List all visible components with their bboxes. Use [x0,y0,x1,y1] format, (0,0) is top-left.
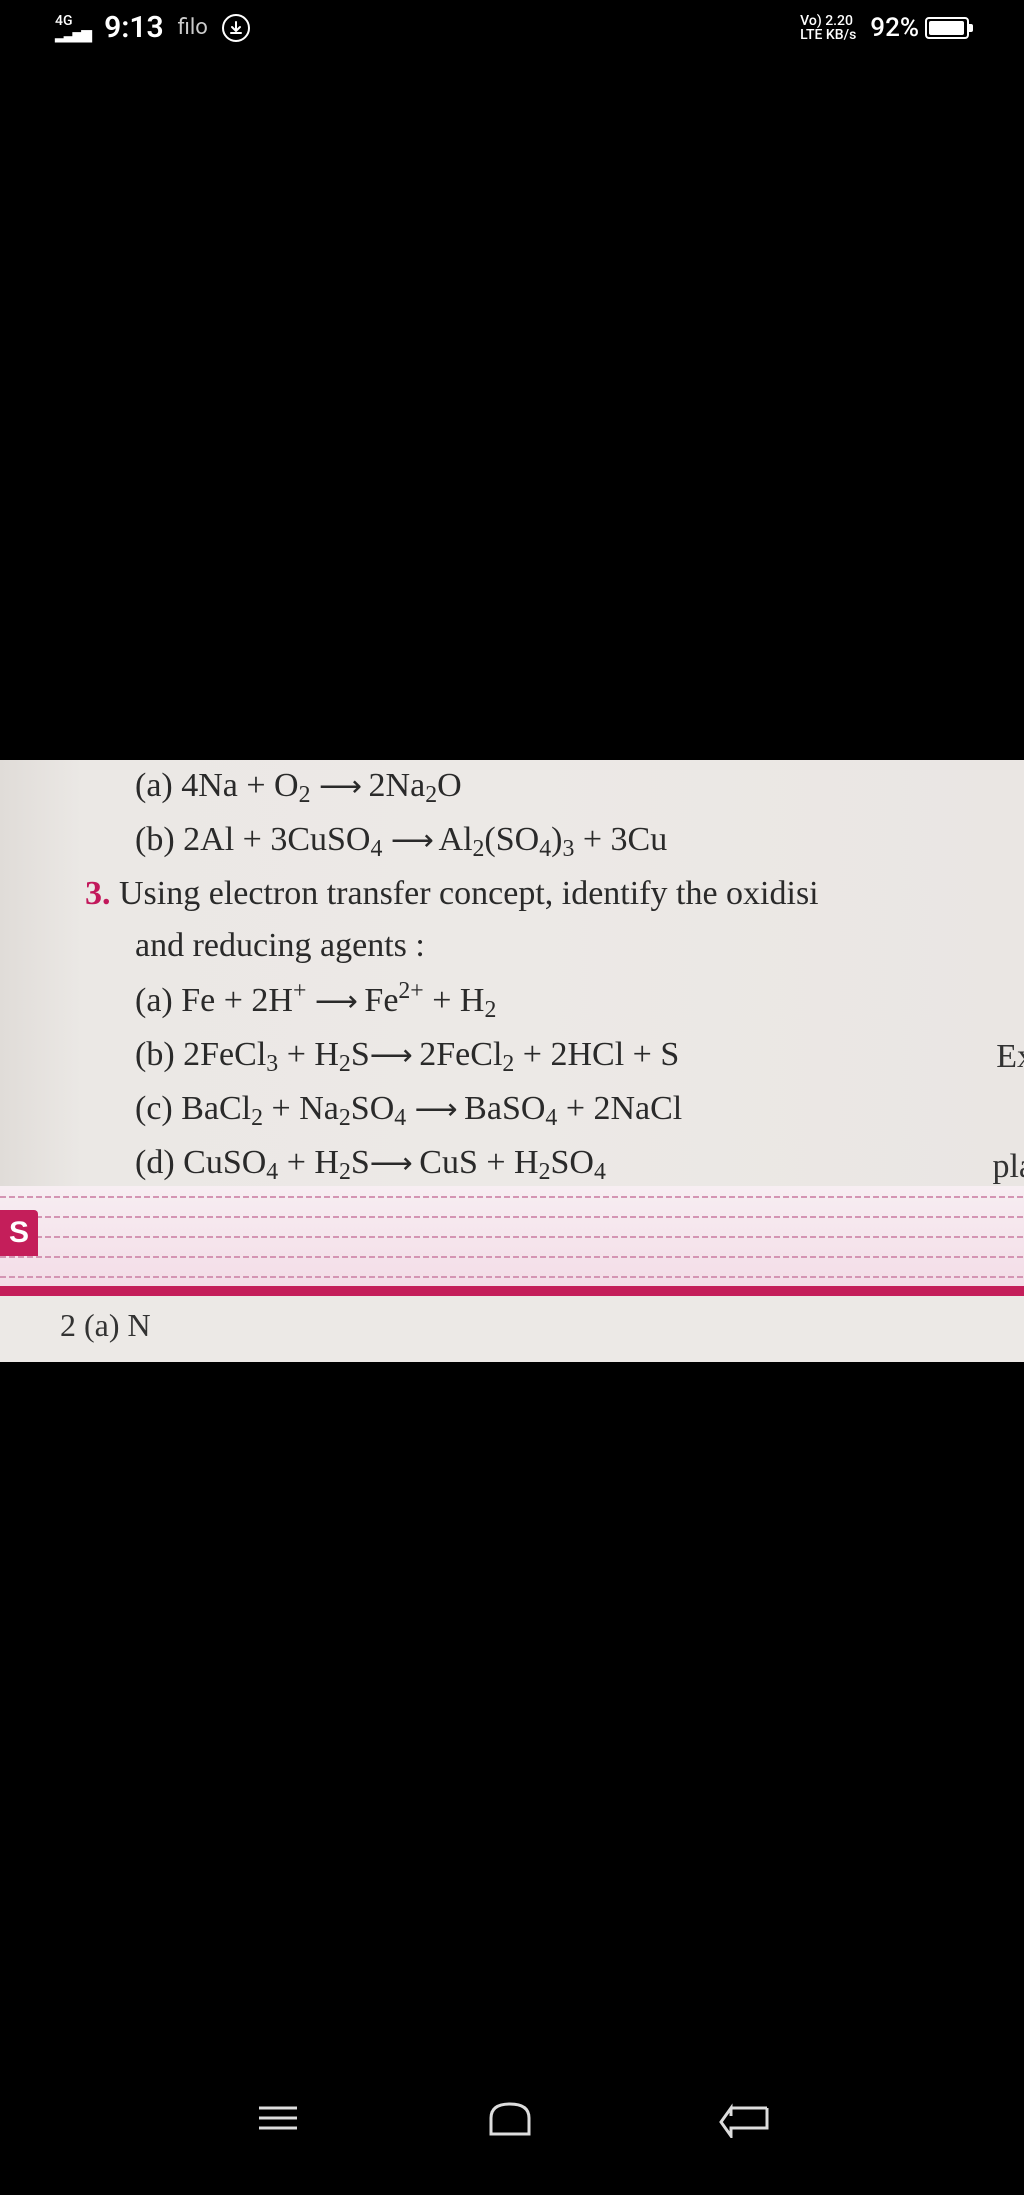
back-button[interactable] [717,2098,771,2142]
question-3-line1: 3. Using electron transfer concept, iden… [35,868,1014,921]
eq-b: (b) 2FeCl3 + H2S⟶ 2FeCl2 + 2HCl + S [35,1029,1014,1083]
signal-bars-icon: ▂▃▅▆ [55,28,90,42]
battery-icon [925,17,969,39]
status-left: 4G ▂▃▅▆ 9:13 filo [55,10,250,45]
eq-a: (a) Fe + 2H+ ⟶ Fe2+ + H2 [35,973,1014,1029]
data-rate: Vo) 2.20 LTE KB/s [800,14,856,42]
prev-eq-a: (a) 4Na + O2 ⟶ 2Na2O [35,760,1014,814]
footer-fragment: 2 (a) N [60,1307,151,1344]
rate-top: Vo) 2.20 [800,14,856,28]
eq-c: (c) BaCl2 + Na2SO4 ⟶ BaSO4 + 2NaCl [35,1083,1014,1137]
download-icon [222,14,250,42]
battery-indicator: 92% [870,13,969,43]
recents-button[interactable] [253,2100,303,2140]
status-bar: 4G ▂▃▅▆ 9:13 filo Vo) 2.20 LTE KB/s 92% [0,0,1024,55]
margin-pla: pla [992,1148,1024,1186]
textbook-page: (a) 4Na + O2 ⟶ 2Na2O (b) 2Al + 3CuSO4 ⟶ … [0,760,1024,1362]
page-bottom: 2 (a) N [0,1296,1024,1362]
net-gen: 4G [55,14,90,28]
app-name: filo [178,15,208,40]
margin-ex: Ex [996,1038,1024,1076]
home-button[interactable] [485,2098,535,2142]
clock: 9:13 [104,10,164,45]
android-nav-bar [162,2080,862,2160]
notebook-lines [0,1186,1024,1296]
prev-eq-b: (b) 2Al + 3CuSO4 ⟶ Al2(SO4)3 + 3Cu [35,814,1014,868]
signal-indicator: 4G ▂▃▅▆ [55,14,90,42]
question-3-line2: and reducing agents : [35,920,1014,973]
section-tab: S [0,1210,38,1256]
red-divider [0,1286,1024,1296]
battery-pct: 92% [870,13,919,43]
status-right: Vo) 2.20 LTE KB/s 92% [800,13,969,43]
question-number: 3. [85,875,111,912]
rate-bot: LTE KB/s [800,28,856,42]
eq-d: (d) CuSO4 + H2S⟶ CuS + H2SO4 [35,1137,1014,1191]
